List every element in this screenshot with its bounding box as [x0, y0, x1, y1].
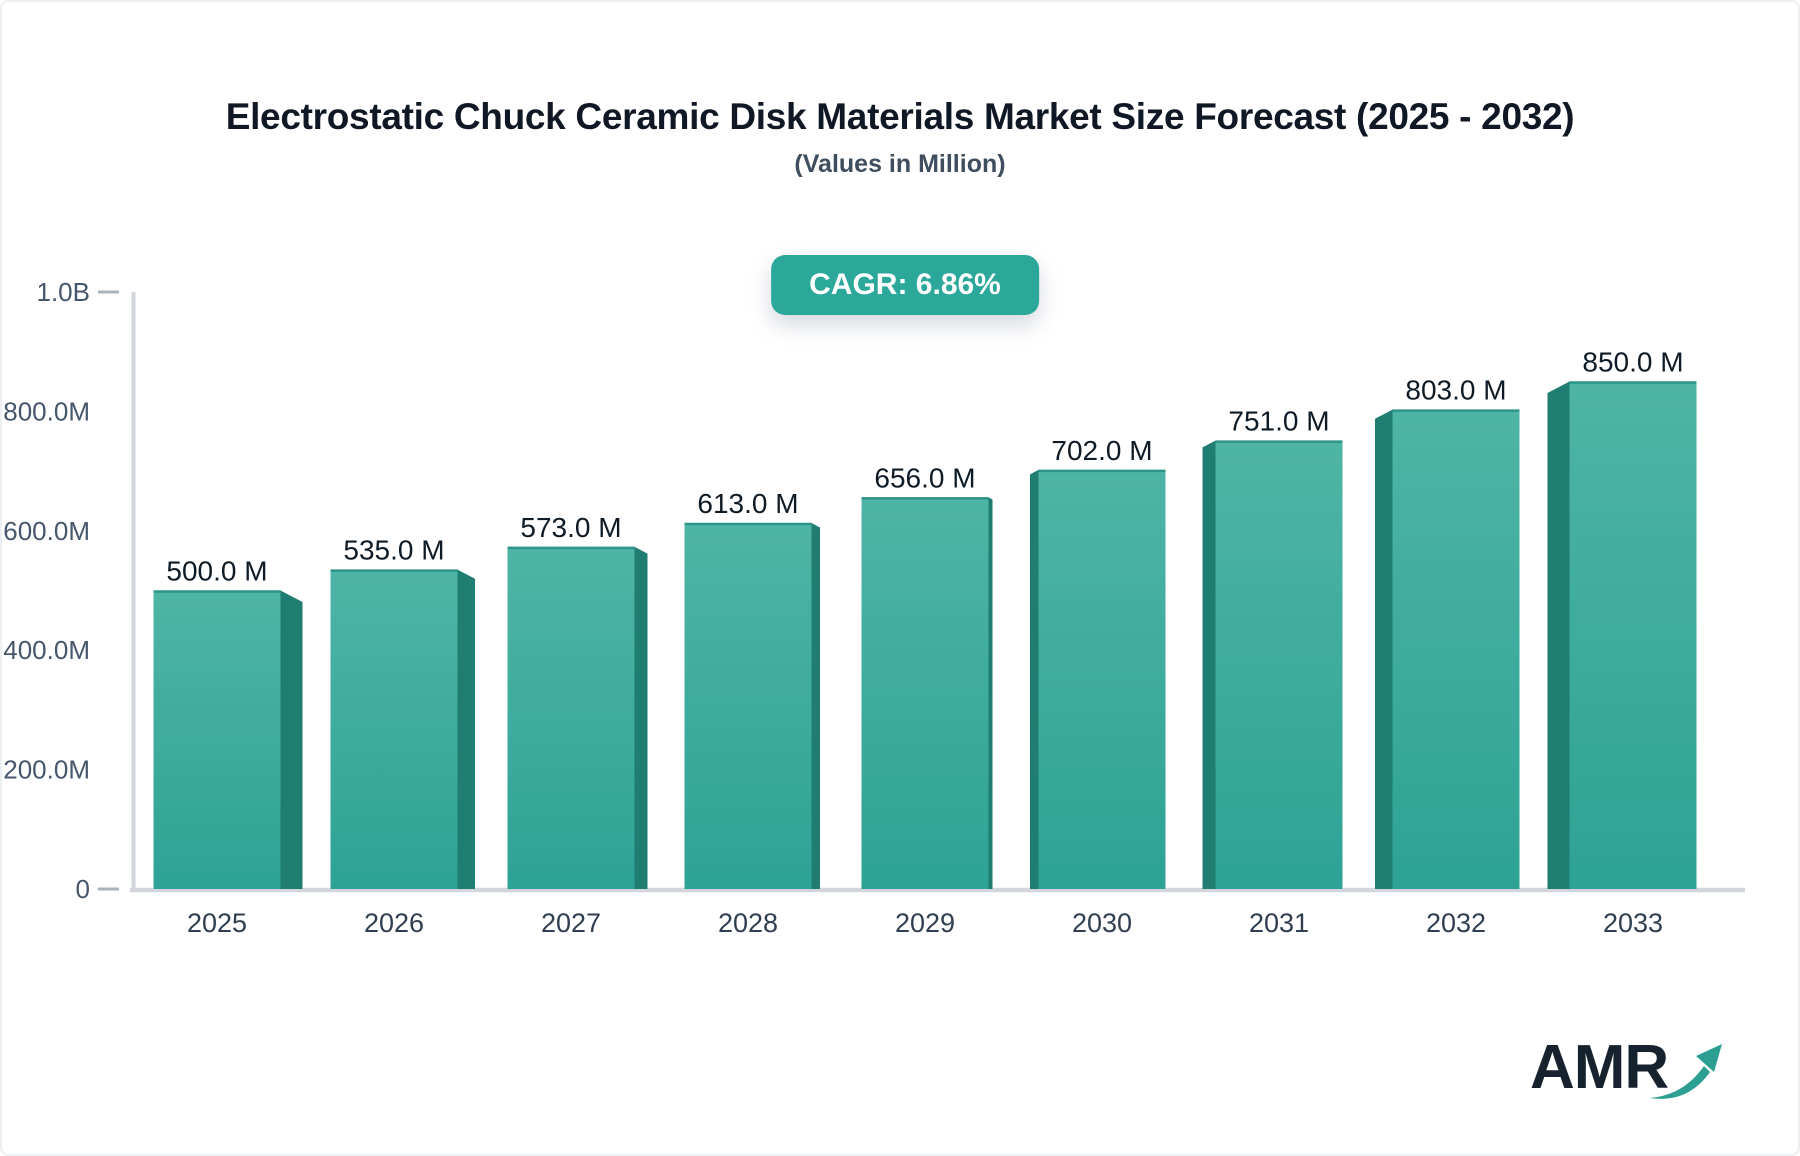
growth-arrow-icon — [1650, 1044, 1722, 1099]
bar-value-label: 656.0 M — [874, 462, 975, 493]
bar-2031[interactable] — [1215, 440, 1343, 889]
x-axis-label: 2031 — [1249, 908, 1309, 938]
x-axis-label: 2033 — [1603, 908, 1663, 938]
bar-value-label: 535.0 M — [343, 535, 444, 566]
x-axis-label: 2027 — [541, 908, 601, 938]
chart-title: Electrostatic Chuck Ceramic Disk Materia… — [225, 96, 1575, 137]
x-axis-label: 2025 — [187, 908, 247, 938]
bar-side-face — [1375, 409, 1393, 889]
chart-subtitle: (Values in Million) — [794, 150, 1006, 178]
bar-side-face — [1547, 381, 1570, 889]
x-axis-label: 2030 — [1072, 908, 1132, 938]
bar-side-face — [280, 590, 303, 889]
bar-2028[interactable] — [684, 523, 812, 889]
bar-side-face — [988, 497, 993, 889]
bar-side-face — [457, 569, 475, 889]
bar-side-face — [634, 546, 648, 889]
bar-2027[interactable] — [507, 546, 635, 889]
bar-2030[interactable] — [1038, 469, 1166, 889]
bar-value-label: 803.0 M — [1405, 375, 1506, 406]
bar-side-face — [811, 523, 820, 889]
y-axis-tick-label: 600.0M — [3, 516, 90, 546]
bar-side-face — [1030, 469, 1039, 889]
bar-value-label: 702.0 M — [1051, 435, 1152, 466]
bar-value-label: 613.0 M — [697, 488, 798, 519]
bar-value-label: 500.0 M — [166, 556, 267, 587]
x-axis-label: 2028 — [718, 908, 778, 938]
y-axis-tick-label: 1.0B — [37, 277, 91, 307]
y-axis-tick-label: 0 — [76, 874, 90, 904]
bar-2033[interactable] — [1569, 381, 1697, 889]
bar-value-label: 573.0 M — [520, 512, 621, 543]
bar-2025[interactable] — [153, 590, 281, 890]
amr-logo: AMR — [1530, 1032, 1722, 1112]
y-axis-tick-label: 200.0M — [3, 755, 90, 785]
bar-2032[interactable] — [1392, 409, 1520, 889]
amr-logo-text: AMR — [1530, 1033, 1669, 1102]
bar-2026[interactable] — [330, 569, 458, 889]
y-axis-tick-label: 800.0M — [3, 396, 90, 426]
bar-2029[interactable] — [861, 497, 989, 889]
x-axis-label: 2026 — [364, 908, 424, 938]
bar-value-label: 850.0 M — [1582, 347, 1683, 378]
bar-side-face — [1202, 440, 1216, 889]
bar-value-label: 751.0 M — [1228, 406, 1329, 437]
x-axis-label: 2029 — [895, 908, 955, 938]
x-axis-label: 2032 — [1426, 908, 1486, 938]
y-axis-tick-label: 400.0M — [3, 635, 90, 665]
cagr-badge: CAGR: 6.86% — [771, 255, 1039, 315]
